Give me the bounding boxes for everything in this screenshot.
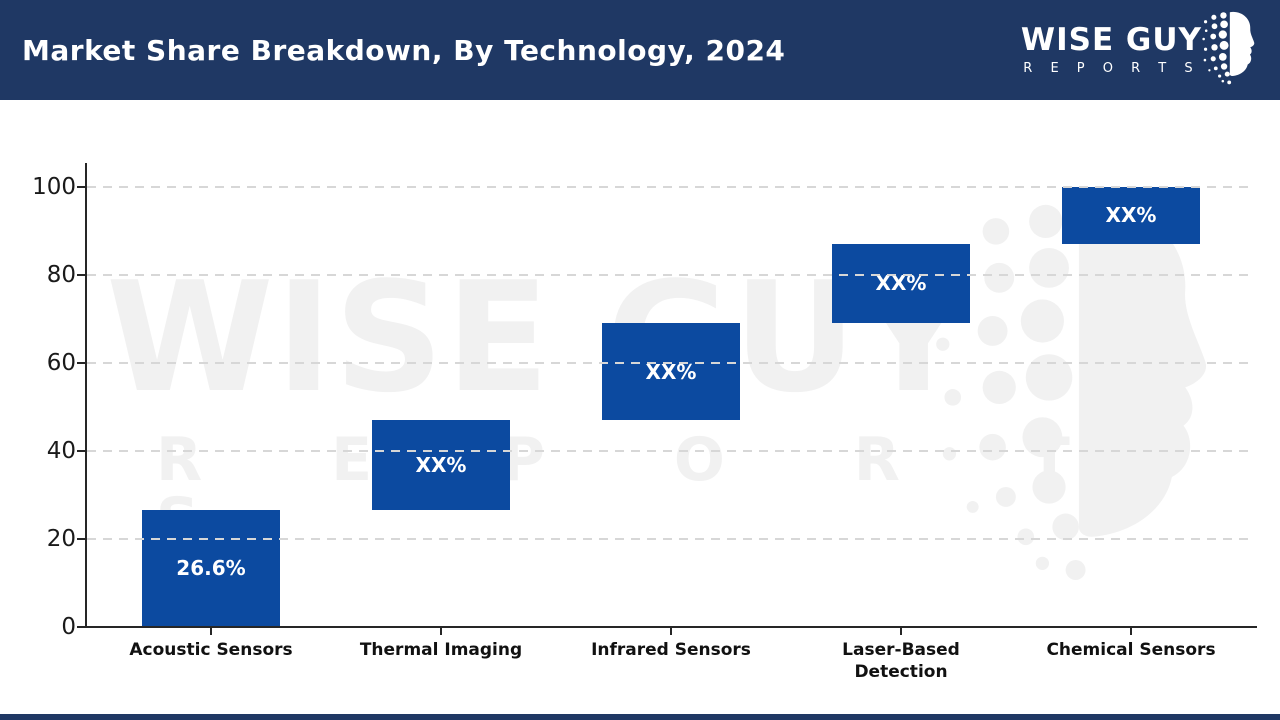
bar-value-label: 26.6% (176, 556, 246, 581)
bar-value-label: XX% (415, 452, 467, 477)
bar-value-label: XX% (1105, 203, 1157, 228)
logo-text: WISE GUY R E P O R T S (1020, 21, 1202, 76)
y-axis-spine (85, 163, 87, 628)
logo-face-icon (1202, 11, 1255, 84)
x-tick-mark-2 (670, 628, 672, 635)
x-tick-mark-3 (900, 628, 902, 635)
gridline-100 (87, 185, 1255, 188)
y-tick-label-40: 40 (46, 437, 76, 464)
watermark-subtext: R E P O R T S (156, 425, 1124, 550)
gridline-20 (87, 537, 1255, 540)
y-tick-label-100: 100 (32, 173, 76, 200)
bar-2: XX% (602, 323, 740, 420)
y-tick-label-20: 20 (46, 525, 76, 552)
y-tick-mark-80 (77, 273, 85, 276)
bar-0: 26.6% (142, 509, 280, 627)
category-label-2: Infrared Sensors (591, 640, 751, 660)
y-tick-label-60: 60 (46, 349, 76, 376)
y-tick-mark-60 (77, 361, 85, 364)
bar-3: XX% (832, 243, 970, 324)
category-label-3: Laser-Based Detection (842, 640, 960, 683)
watermark-wordmark: WISE GUY (106, 249, 971, 426)
category-label-1: Thermal Imaging (359, 640, 523, 660)
bar-4: XX% (1062, 186, 1200, 244)
logo-subtext: R E P O R T S (1023, 60, 1200, 76)
footer-bar (0, 714, 1280, 720)
gridline-80 (87, 273, 1255, 276)
x-tick-mark-4 (1130, 628, 1132, 635)
y-tick-mark-20 (77, 537, 85, 540)
category-label-4: Chemical Sensors (1046, 640, 1216, 660)
logo-wordmark: WISE GUY (1020, 21, 1202, 58)
header-banner: Market Share Breakdown, By Technology, 2… (0, 0, 1280, 100)
y-tick-mark-100 (77, 185, 85, 188)
y-tick-mark-0 (77, 626, 85, 628)
bar-1: XX% (372, 419, 510, 510)
gridline-40 (87, 449, 1255, 452)
x-axis-spine (85, 626, 1257, 628)
wise-guy-logo: WISE GUY R E P O R T S (1021, 9, 1258, 92)
x-tick-mark-0 (210, 628, 212, 635)
category-label-0: Acoustic Sensors (129, 640, 293, 660)
page-title: Market Share Breakdown, By Technology, 2… (22, 33, 786, 67)
y-tick-label-0: 0 (61, 614, 76, 640)
y-tick-mark-40 (77, 449, 85, 452)
x-tick-mark-1 (440, 628, 442, 635)
gridline-60 (87, 361, 1255, 364)
watermark-text: WISE GUY R E P O R T S (106, 249, 1280, 551)
y-tick-label-80: 80 (46, 261, 76, 288)
